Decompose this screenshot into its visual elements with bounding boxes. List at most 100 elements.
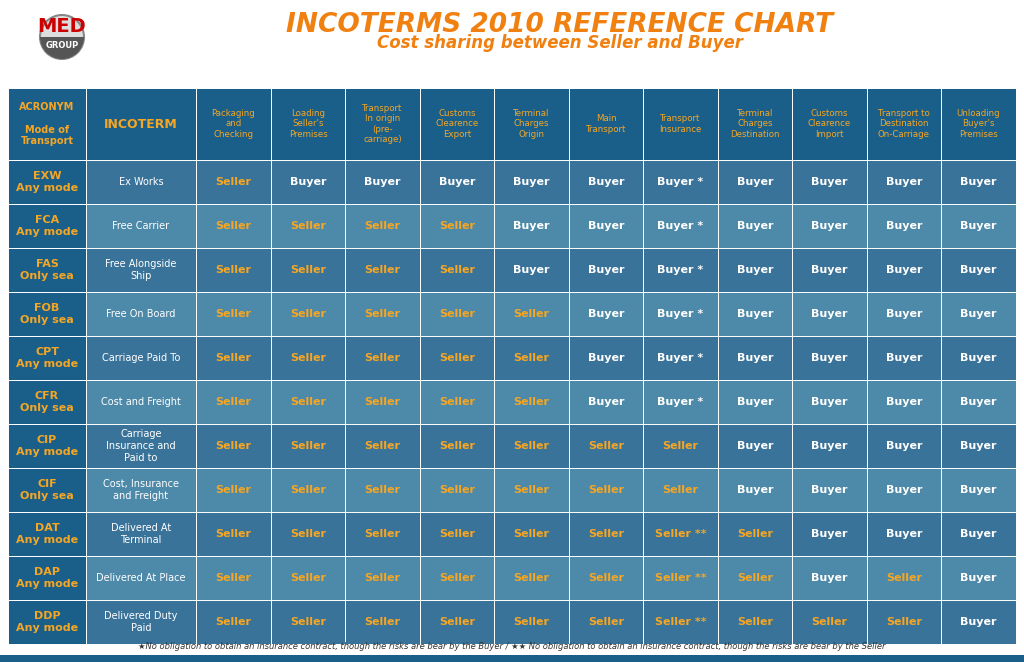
Bar	[569, 204, 643, 248]
Bar	[643, 248, 718, 292]
Bar	[196, 160, 271, 204]
Bar	[643, 380, 718, 424]
Bar	[196, 204, 271, 248]
Text: Seller **: Seller **	[654, 529, 707, 539]
Text: Seller: Seller	[290, 617, 326, 627]
Bar	[8, 380, 86, 424]
Text: CIF
Only sea: CIF Only sea	[20, 479, 74, 500]
Text: Seller: Seller	[439, 441, 475, 451]
Text: Seller: Seller	[365, 617, 400, 627]
Text: Buyer: Buyer	[736, 353, 773, 363]
Bar	[867, 204, 941, 248]
Text: Buyer: Buyer	[961, 309, 996, 319]
Text: Seller: Seller	[513, 353, 550, 363]
Bar	[718, 424, 792, 468]
Bar	[271, 160, 345, 204]
Text: Buyer: Buyer	[811, 529, 848, 539]
Text: Buyer: Buyer	[961, 221, 996, 231]
Bar	[643, 292, 718, 336]
Text: Transport
In origin
(pre-
carriage): Transport In origin (pre- carriage)	[362, 104, 402, 144]
Bar	[792, 512, 867, 556]
Text: Buyer: Buyer	[736, 397, 773, 407]
Text: Seller: Seller	[439, 617, 475, 627]
Text: Buyer: Buyer	[736, 221, 773, 231]
Text: Buyer: Buyer	[811, 265, 848, 275]
Text: Buyer *: Buyer *	[657, 221, 703, 231]
Text: Buyer: Buyer	[886, 265, 923, 275]
Text: Seller: Seller	[737, 573, 773, 583]
Text: Buyer: Buyer	[961, 353, 996, 363]
Bar	[8, 468, 86, 512]
Text: Carriage
Insurance and
Paid to: Carriage Insurance and Paid to	[106, 430, 176, 463]
Bar	[494, 88, 569, 160]
Text: Transport to
Destination
On-Carriage: Transport to Destination On-Carriage	[878, 109, 930, 139]
Bar	[867, 600, 941, 644]
Bar	[494, 380, 569, 424]
Bar	[718, 292, 792, 336]
Text: Seller: Seller	[365, 441, 400, 451]
Bar	[196, 380, 271, 424]
Text: FCA
Any mode: FCA Any mode	[16, 215, 78, 237]
Text: Seller: Seller	[439, 573, 475, 583]
Text: Buyer: Buyer	[811, 485, 848, 495]
Bar	[792, 248, 867, 292]
Bar	[420, 380, 494, 424]
Text: FAS
Only sea: FAS Only sea	[20, 260, 74, 281]
Text: Buyer: Buyer	[588, 221, 625, 231]
Text: Seller: Seller	[215, 221, 252, 231]
Bar	[941, 336, 1016, 380]
Bar	[867, 468, 941, 512]
Bar	[345, 204, 420, 248]
Text: Buyer: Buyer	[886, 177, 923, 187]
Bar	[345, 336, 420, 380]
Text: Buyer: Buyer	[438, 177, 475, 187]
Bar	[643, 512, 718, 556]
Bar	[271, 556, 345, 600]
Bar	[718, 88, 792, 160]
Bar	[196, 248, 271, 292]
Bar	[643, 424, 718, 468]
Bar	[867, 512, 941, 556]
Text: Seller: Seller	[886, 617, 922, 627]
Bar	[345, 600, 420, 644]
Text: Buyer: Buyer	[961, 265, 996, 275]
Text: Buyer: Buyer	[588, 397, 625, 407]
Text: Seller: Seller	[290, 221, 326, 231]
Bar	[867, 556, 941, 600]
Text: Seller: Seller	[513, 617, 550, 627]
Text: Buyer: Buyer	[961, 485, 996, 495]
Text: Seller: Seller	[215, 529, 252, 539]
Text: Buyer: Buyer	[290, 177, 327, 187]
Text: Free Carrier: Free Carrier	[113, 221, 170, 231]
Bar	[718, 380, 792, 424]
Bar	[196, 556, 271, 600]
Text: Seller: Seller	[365, 221, 400, 231]
Text: Customs
Clearence
Import: Customs Clearence Import	[808, 109, 851, 139]
Text: Customs
Clearence
Export: Customs Clearence Export	[435, 109, 478, 139]
Text: Seller: Seller	[365, 353, 400, 363]
Bar	[569, 556, 643, 600]
Bar	[8, 600, 86, 644]
Bar	[86, 512, 196, 556]
Text: Buyer: Buyer	[811, 309, 848, 319]
Ellipse shape	[40, 15, 84, 59]
Bar	[643, 160, 718, 204]
Bar	[420, 336, 494, 380]
Text: Seller: Seller	[588, 529, 624, 539]
Text: Buyer: Buyer	[588, 353, 625, 363]
Bar	[86, 468, 196, 512]
Text: FOB
Only sea: FOB Only sea	[20, 303, 74, 325]
Bar	[792, 424, 867, 468]
Bar	[271, 380, 345, 424]
Text: Seller: Seller	[513, 441, 550, 451]
Bar	[420, 292, 494, 336]
Text: ★No obligation to obtain an insurance contract, though the risks are bear by the: ★No obligation to obtain an insurance co…	[138, 642, 886, 651]
Text: Buyer: Buyer	[811, 441, 848, 451]
Text: Seller: Seller	[737, 529, 773, 539]
Bar	[8, 292, 86, 336]
Text: Terminal
Charges
Origin: Terminal Charges Origin	[513, 109, 550, 139]
Bar	[643, 204, 718, 248]
Text: Buyer: Buyer	[736, 177, 773, 187]
Text: Seller: Seller	[737, 617, 773, 627]
Bar	[941, 88, 1016, 160]
